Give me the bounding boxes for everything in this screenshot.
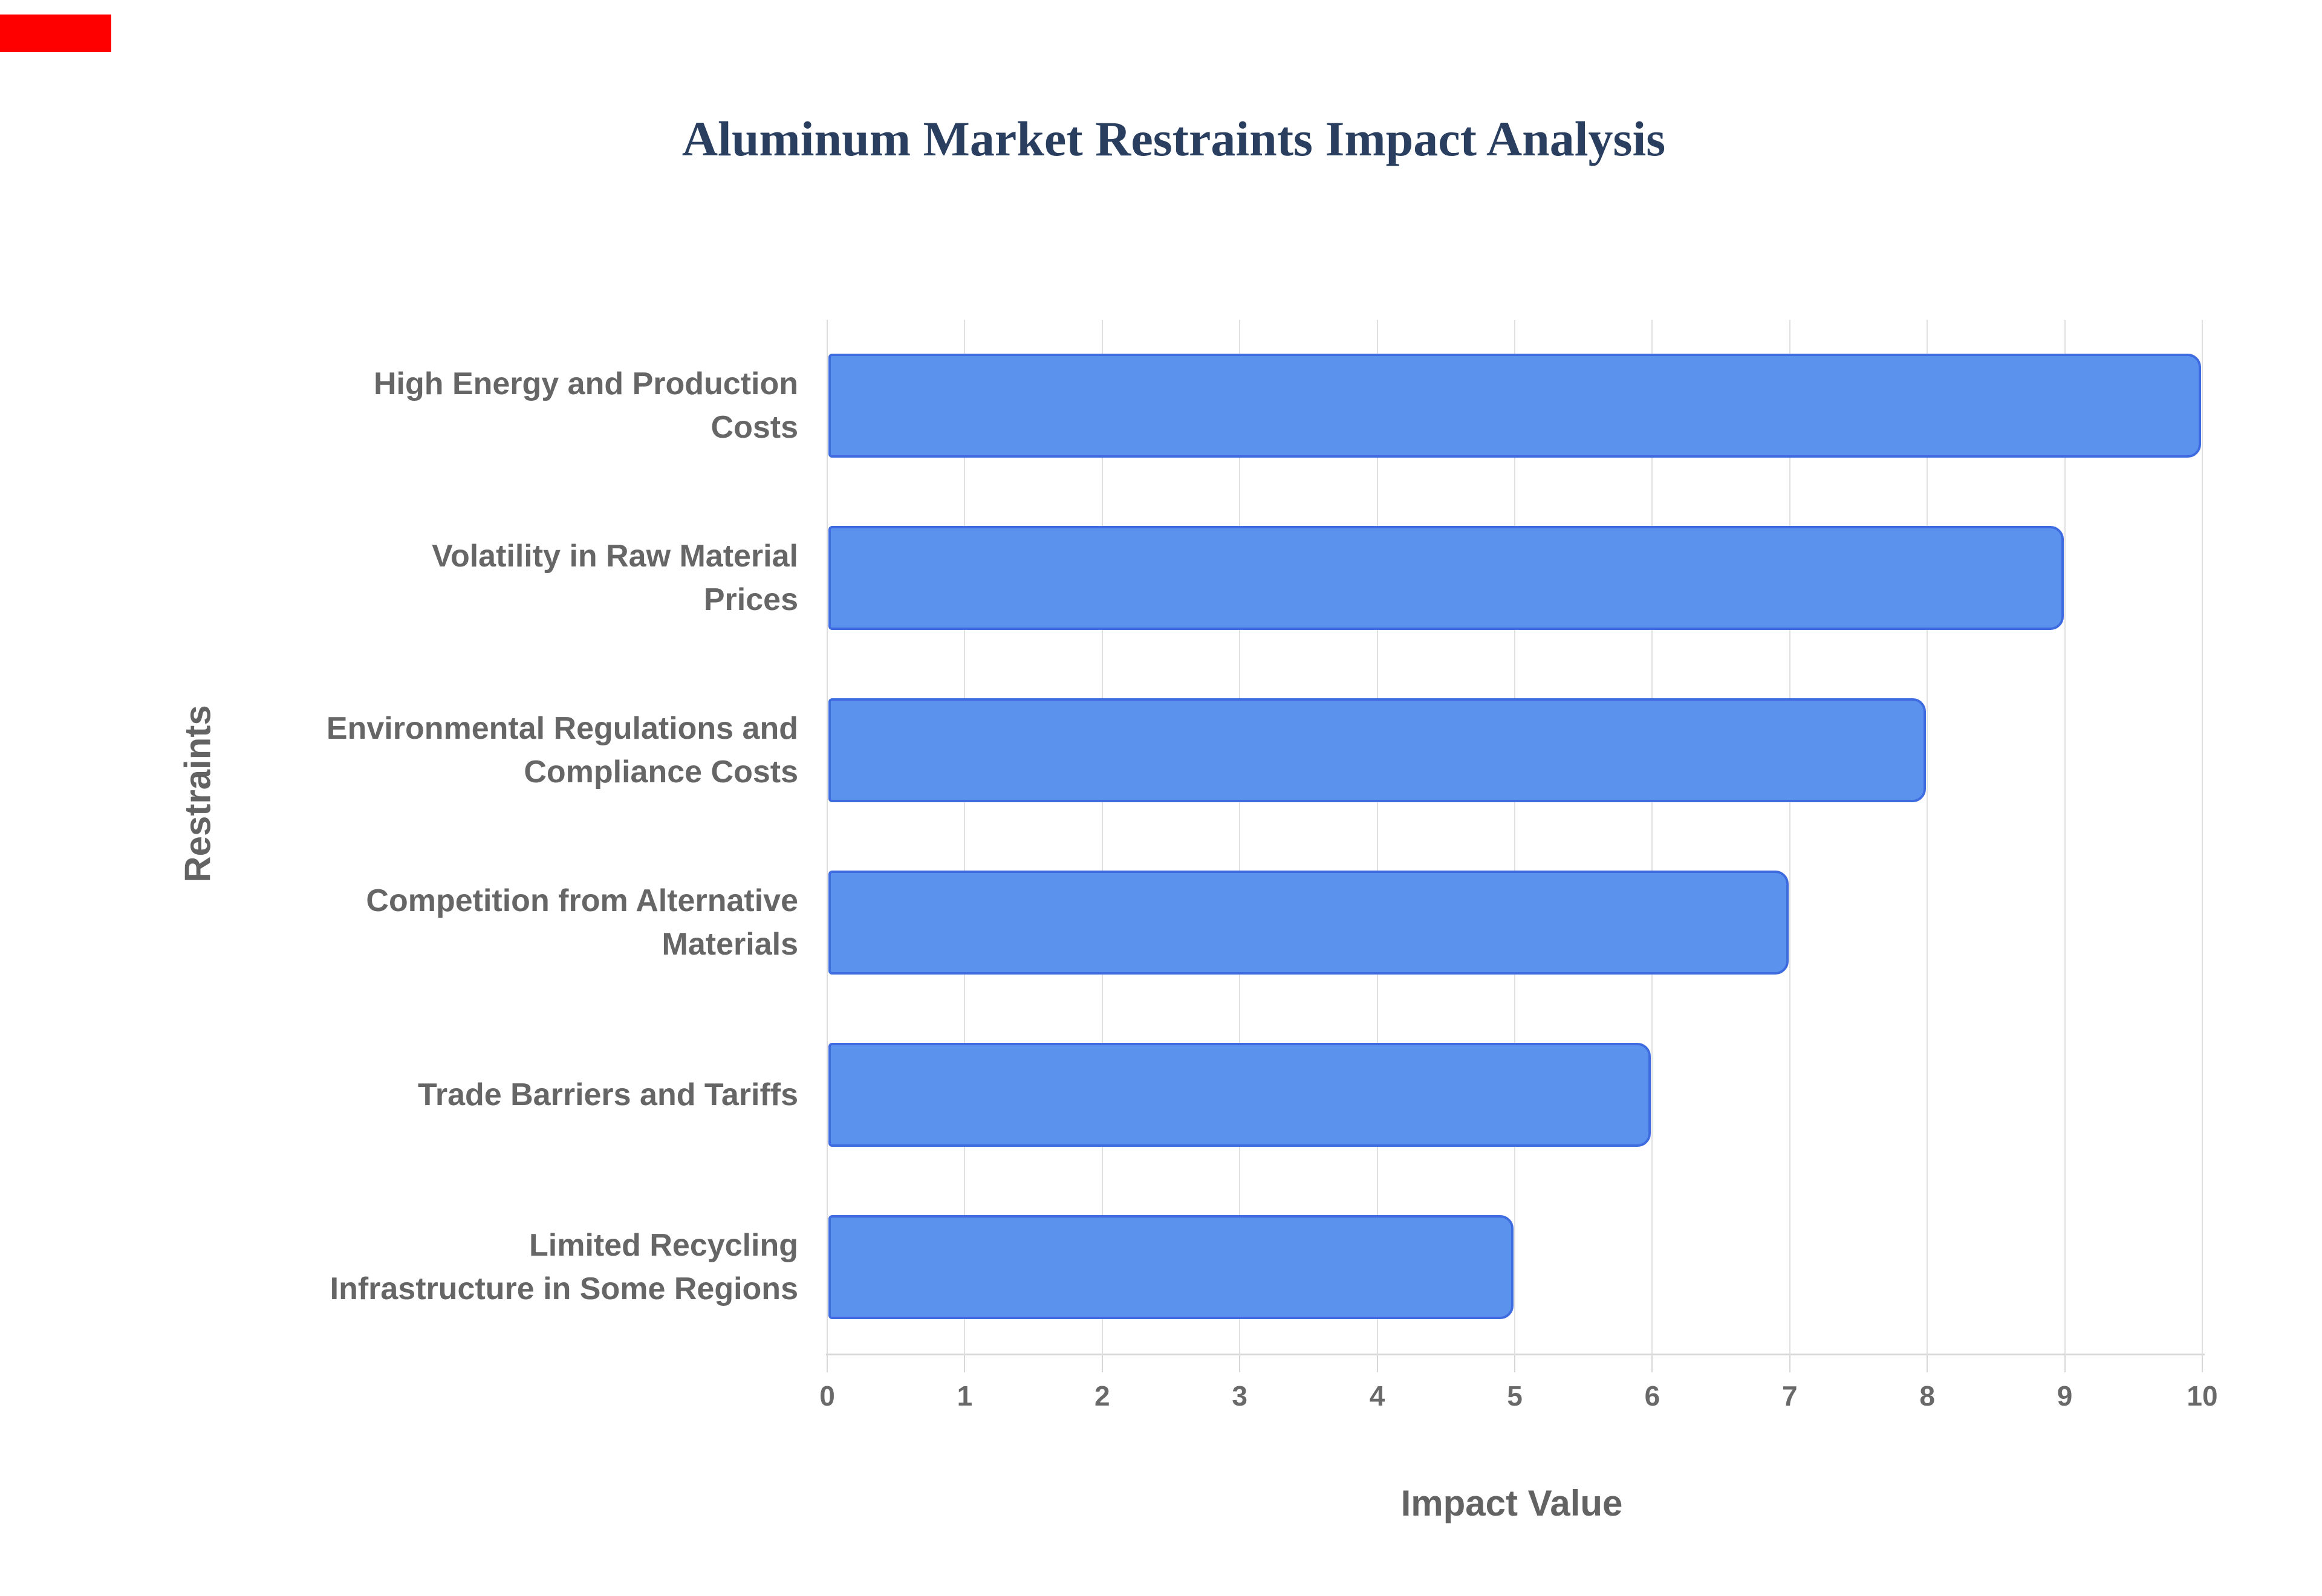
gridline [964, 320, 966, 1354]
x-axis-title: Impact Value [1400, 1483, 1623, 1523]
x-tick-label: 5 [1507, 1380, 1523, 1412]
gridline [1376, 320, 1378, 1354]
gridline [1927, 320, 1928, 1354]
bar [828, 354, 2201, 458]
x-tick-mark [964, 1355, 966, 1372]
bar [828, 1043, 1651, 1147]
chart-title: Aluminum Market Restraints Impact Analys… [681, 111, 1666, 166]
red-marker-artifact [0, 15, 111, 52]
bar [828, 871, 1789, 975]
x-tick-label: 4 [1369, 1380, 1385, 1412]
x-tick-mark [1789, 1355, 1790, 1372]
y-axis-zero-line [827, 320, 828, 1354]
x-tick-label: 6 [1644, 1380, 1660, 1412]
x-tick-mark [827, 1355, 828, 1372]
category-label: Environmental Regulations and Compliance… [326, 711, 798, 790]
gridline [2202, 320, 2203, 1354]
gridline [1239, 320, 1241, 1354]
x-tick-label: 3 [1232, 1380, 1247, 1412]
x-tick-label: 7 [1782, 1380, 1798, 1412]
category-label: High Energy and Production Costs [373, 366, 798, 445]
bar [828, 698, 1927, 802]
x-tick-mark [1239, 1355, 1241, 1372]
x-tick-mark [2064, 1355, 2066, 1372]
gridline [1101, 320, 1103, 1354]
x-tick-label: 8 [1919, 1380, 1935, 1412]
category-label: Competition from Alternative Materials [366, 883, 798, 962]
bar [828, 1215, 1514, 1319]
x-tick-mark [2202, 1355, 2203, 1372]
y-axis-title: Restraints [177, 705, 218, 883]
gridline [1789, 320, 1790, 1354]
bar [828, 526, 2064, 630]
x-tick-label: 10 [2187, 1380, 2218, 1412]
x-tick-label: 9 [2057, 1380, 2073, 1412]
x-tick-mark [1514, 1355, 1515, 1372]
gridline [1651, 320, 1653, 1354]
x-axis-line [826, 1354, 2205, 1355]
x-tick-mark [1101, 1355, 1103, 1372]
x-tick-label: 0 [819, 1380, 835, 1412]
x-tick-mark [1651, 1355, 1653, 1372]
x-tick-mark [1927, 1355, 1928, 1372]
gridline [2064, 320, 2066, 1354]
x-tick-label: 2 [1094, 1380, 1110, 1412]
category-label: Limited Recycling Infrastructure in Some… [330, 1228, 798, 1306]
category-label: Volatility in Raw Material Prices [432, 539, 798, 617]
category-label: Trade Barriers and Tariffs [417, 1077, 798, 1112]
x-tick-mark [1376, 1355, 1378, 1372]
gridline [1514, 320, 1515, 1354]
x-tick-label: 1 [957, 1380, 973, 1412]
